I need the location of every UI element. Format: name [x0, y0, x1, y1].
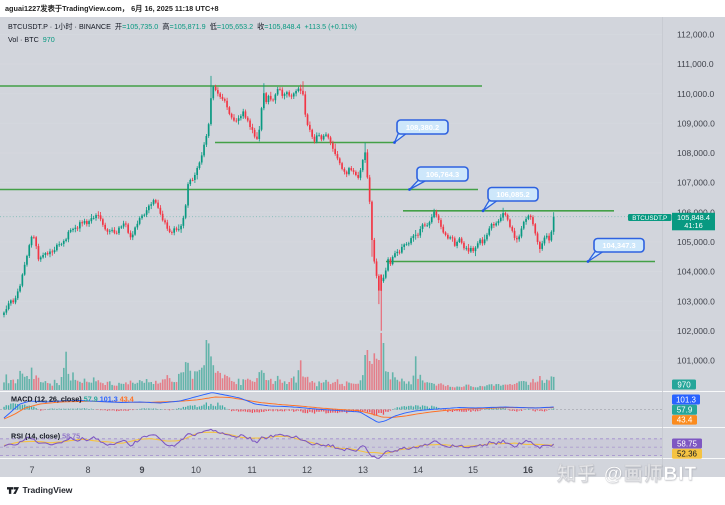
svg-text:MACD (12, 26, close) 57.9 101.: MACD (12, 26, close) 57.9 101.3 43.4 — [11, 395, 134, 404]
svg-text:106,764.3: 106,764.3 — [426, 170, 459, 179]
svg-text:16: 16 — [523, 465, 533, 475]
svg-text:101.3: 101.3 — [676, 395, 697, 404]
svg-text:15: 15 — [468, 465, 478, 475]
svg-text:14: 14 — [413, 465, 423, 475]
svg-text:57.9: 57.9 — [677, 406, 693, 415]
svg-text:10: 10 — [191, 465, 201, 475]
svg-text:101,000.0: 101,000.0 — [677, 356, 715, 366]
svg-text:102,000.0: 102,000.0 — [677, 326, 715, 336]
svg-text:104,000.0: 104,000.0 — [677, 267, 715, 277]
svg-text:111,000.0: 111,000.0 — [677, 59, 714, 69]
svg-text:52.36: 52.36 — [677, 450, 698, 459]
svg-text:8: 8 — [85, 465, 90, 475]
svg-text:108,380.2: 108,380.2 — [406, 123, 439, 132]
svg-text:58.75: 58.75 — [677, 439, 698, 448]
svg-text:109,000.0: 109,000.0 — [677, 118, 715, 128]
svg-text:9: 9 — [139, 465, 144, 475]
svg-text:BTCUSDT.P: BTCUSDT.P — [632, 215, 667, 222]
svg-text:BTCUSDT.P · 1小时 · BINANCE 开=1: BTCUSDT.P · 1小时 · BINANCE 开=105,735.0 高=… — [8, 22, 357, 31]
svg-text:970: 970 — [677, 380, 691, 389]
svg-text:106,085.2: 106,085.2 — [496, 190, 529, 199]
svg-text:13: 13 — [358, 465, 368, 475]
svg-text:105,000.0: 105,000.0 — [677, 237, 715, 247]
svg-text:110,000.0: 110,000.0 — [677, 89, 714, 99]
svg-text:104,347.3: 104,347.3 — [602, 241, 635, 250]
svg-text:RSI (14, close) 58.75: RSI (14, close) 58.75 — [11, 432, 80, 441]
svg-text:12: 12 — [302, 465, 312, 475]
svg-text:41:16: 41:16 — [684, 221, 703, 230]
svg-text:7: 7 — [29, 465, 34, 475]
svg-text:43.4: 43.4 — [677, 416, 693, 425]
svg-text:103,000.0: 103,000.0 — [677, 296, 715, 306]
svg-text:Vol · BTC 970: Vol · BTC 970 — [8, 35, 55, 44]
svg-text:107,000.0: 107,000.0 — [677, 178, 715, 188]
svg-text:11: 11 — [247, 465, 256, 475]
svg-text:108,000.0: 108,000.0 — [677, 148, 715, 158]
svg-text:112,000.0: 112,000.0 — [677, 30, 714, 40]
